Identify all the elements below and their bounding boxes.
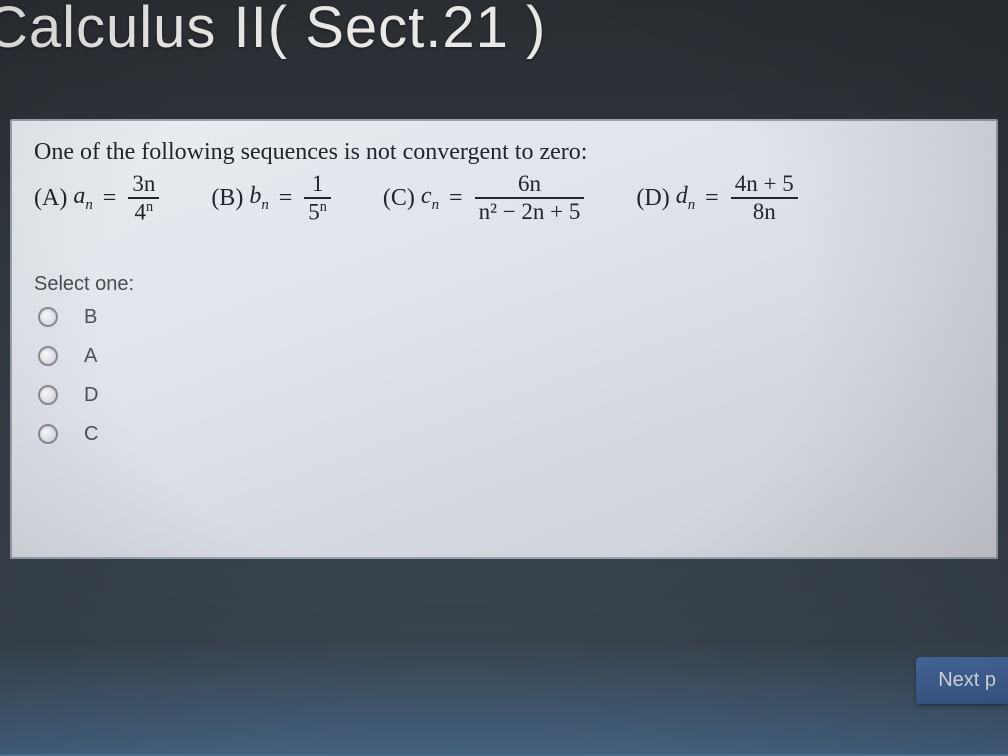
page-title: Calculus II( Sect.21 ) — [0, 0, 1008, 59]
course-title: Calculus II( Sect.21 ) — [0, 0, 546, 60]
option-A-numerator: 3n — [128, 172, 159, 196]
answer-formula-row: (A) an = 3n 4n (B) bn = 1 5n — [30, 172, 978, 239]
next-button[interactable]: Next p — [916, 657, 1008, 704]
option-A-var: an — [73, 183, 92, 214]
radio-icon[interactable] — [38, 424, 58, 444]
question-panel: One of the following sequences is not co… — [10, 119, 998, 559]
choice-A-label: A — [84, 345, 97, 368]
equals-icon: = — [445, 185, 467, 212]
option-C-denominator: n² − 2n + 5 — [475, 200, 585, 224]
option-B-var: bn — [249, 183, 268, 214]
equals-icon: = — [275, 185, 297, 212]
select-one-label: Select one: — [34, 273, 978, 296]
choice-C-label: C — [84, 423, 98, 446]
option-C-var: cn — [421, 183, 439, 214]
option-A-label: (A) — [34, 185, 67, 212]
option-C: (C) cn = 6n n² − 2n + 5 — [383, 172, 586, 224]
radio-icon[interactable] — [38, 385, 58, 405]
next-button-label: Next p — [938, 669, 996, 691]
question-prompt: One of the following sequences is not co… — [30, 137, 978, 172]
choice-D-label: D — [84, 384, 98, 407]
choice-list: B A D C — [30, 306, 978, 446]
equals-icon: = — [99, 185, 121, 212]
choice-C[interactable]: C — [38, 423, 978, 446]
option-B-numerator: 1 — [308, 172, 328, 196]
option-C-numerator: 6n — [514, 172, 545, 196]
option-B: (B) bn = 1 5n — [211, 172, 333, 225]
option-B-fraction: 1 5n — [304, 172, 331, 225]
option-D-fraction: 4n + 5 8n — [731, 172, 798, 224]
option-C-fraction: 6n n² − 2n + 5 — [475, 172, 585, 224]
radio-icon[interactable] — [38, 346, 58, 366]
question-panel-wrap: One of the following sequences is not co… — [10, 119, 998, 559]
option-B-label: (B) — [211, 185, 243, 212]
choice-A[interactable]: A — [38, 345, 978, 368]
radio-icon[interactable] — [38, 307, 58, 327]
equals-icon: = — [701, 185, 723, 212]
option-A-denominator: 4n — [131, 200, 158, 225]
option-A: (A) an = 3n 4n — [34, 172, 161, 225]
option-D: (D) dn = 4n + 5 8n — [636, 172, 799, 224]
option-D-var: dn — [676, 183, 695, 214]
choice-D[interactable]: D — [38, 384, 978, 407]
option-D-label: (D) — [636, 185, 669, 212]
option-C-label: (C) — [383, 185, 415, 212]
choice-B[interactable]: B — [38, 306, 978, 329]
option-A-fraction: 3n 4n — [128, 172, 159, 225]
option-D-denominator: 8n — [749, 200, 780, 224]
option-B-denominator: 5n — [304, 200, 331, 225]
option-D-numerator: 4n + 5 — [731, 172, 798, 196]
choice-B-label: B — [84, 306, 97, 329]
